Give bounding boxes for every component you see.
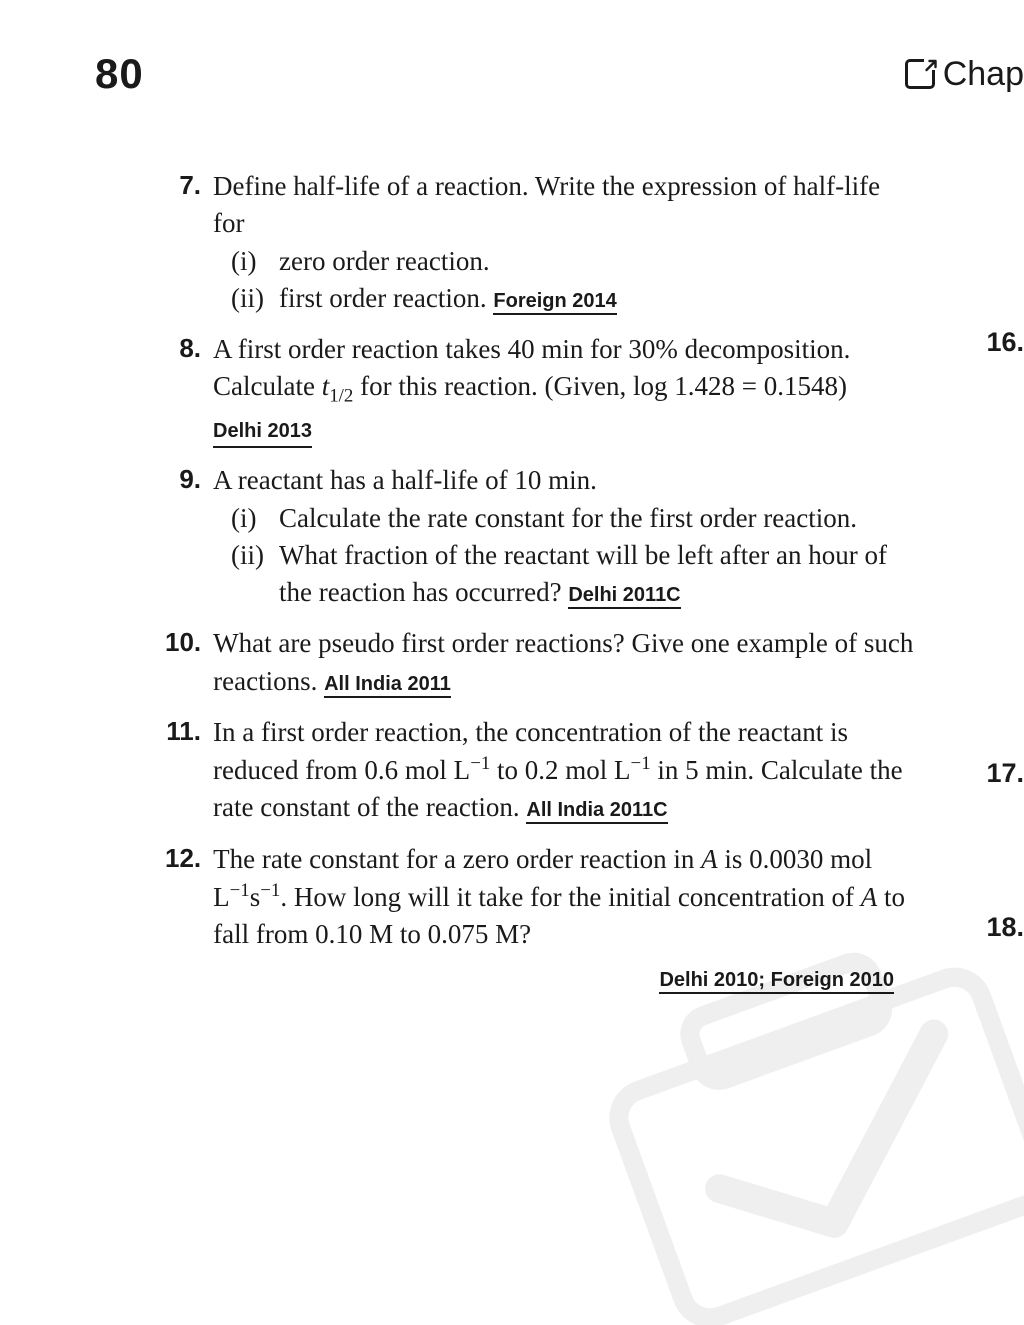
question-text: In a first order reaction, the concentra…	[213, 717, 903, 823]
source-row: Delhi 2010; Foreign 2010	[213, 959, 914, 996]
page-number: 80	[95, 50, 144, 98]
question-number: 11.	[165, 714, 213, 827]
question-8: 8. A first order reaction takes 40 min f…	[165, 331, 914, 448]
subpart-text: zero order reaction.	[279, 243, 490, 280]
question-text: Define half-life of a reaction. Write th…	[213, 171, 880, 238]
question-body: A first order reaction takes 40 min for …	[213, 331, 914, 448]
question-7: 7. Define half-life of a reaction. Write…	[165, 168, 914, 317]
subpart-label: (ii)	[231, 537, 279, 612]
page-container: 80 Chap 7. Define half-life of a reactio…	[0, 0, 1024, 1325]
side-number-17: 17.	[986, 758, 1024, 789]
question-number: 7.	[165, 168, 213, 317]
question-body: What are pseudo first order reactions? G…	[213, 625, 914, 700]
subpart-text: What fraction of the reactant will be le…	[279, 537, 914, 612]
question-number: 12.	[165, 841, 213, 997]
source-tag: All India 2011	[324, 673, 451, 698]
question-11: 11. In a first order reaction, the conce…	[165, 714, 914, 827]
subpart-ii: (ii) What fraction of the reactant will …	[213, 537, 914, 612]
source-tag: Delhi 2011C	[568, 584, 680, 609]
subpart-i: (i) zero order reaction.	[213, 243, 914, 280]
subpart-i: (i) Calculate the rate constant for the …	[213, 500, 914, 537]
subpart-label: (i)	[231, 243, 279, 280]
question-12: 12. The rate constant for a zero order r…	[165, 841, 914, 997]
source-tag: All India 2011C	[526, 799, 667, 824]
source-tag: Delhi 2013	[213, 418, 312, 449]
question-text: A reactant has a half-life of 10 min.	[213, 465, 597, 495]
subpart-label: (i)	[231, 500, 279, 537]
question-10: 10. What are pseudo first order reaction…	[165, 625, 914, 700]
question-body: A reactant has a half-life of 10 min. (i…	[213, 462, 914, 611]
question-number: 8.	[165, 331, 213, 448]
subpart-text: first order reaction. Foreign 2014	[279, 280, 617, 317]
external-link-icon	[905, 59, 935, 89]
question-text: The rate constant for a zero order react…	[213, 844, 905, 950]
question-text: What are pseudo first order reactions? G…	[213, 628, 913, 695]
chapter-link[interactable]: Chap	[905, 55, 1024, 94]
page-header: 80 Chap	[95, 50, 1024, 98]
source-tag: Delhi 2010; Foreign 2010	[659, 969, 894, 994]
question-body: Define half-life of a reaction. Write th…	[213, 168, 914, 317]
source-tag: Foreign 2014	[493, 290, 616, 315]
question-number: 9.	[165, 462, 213, 611]
question-9: 9. A reactant has a half-life of 10 min.…	[165, 462, 914, 611]
question-list: 7. Define half-life of a reaction. Write…	[95, 168, 1024, 997]
question-text: A first order reaction takes 40 min for …	[213, 334, 850, 401]
side-number-18: 18.	[986, 912, 1024, 943]
subpart-text: Calculate the rate constant for the firs…	[279, 500, 857, 537]
side-number-16: 16.	[986, 327, 1024, 358]
subpart-ii: (ii) first order reaction. Foreign 2014	[213, 280, 914, 317]
question-body: In a first order reaction, the concentra…	[213, 714, 914, 827]
question-body: The rate constant for a zero order react…	[213, 841, 914, 997]
chapter-label: Chap	[943, 55, 1024, 94]
subpart-label: (ii)	[231, 280, 279, 317]
question-number: 10.	[165, 625, 213, 700]
